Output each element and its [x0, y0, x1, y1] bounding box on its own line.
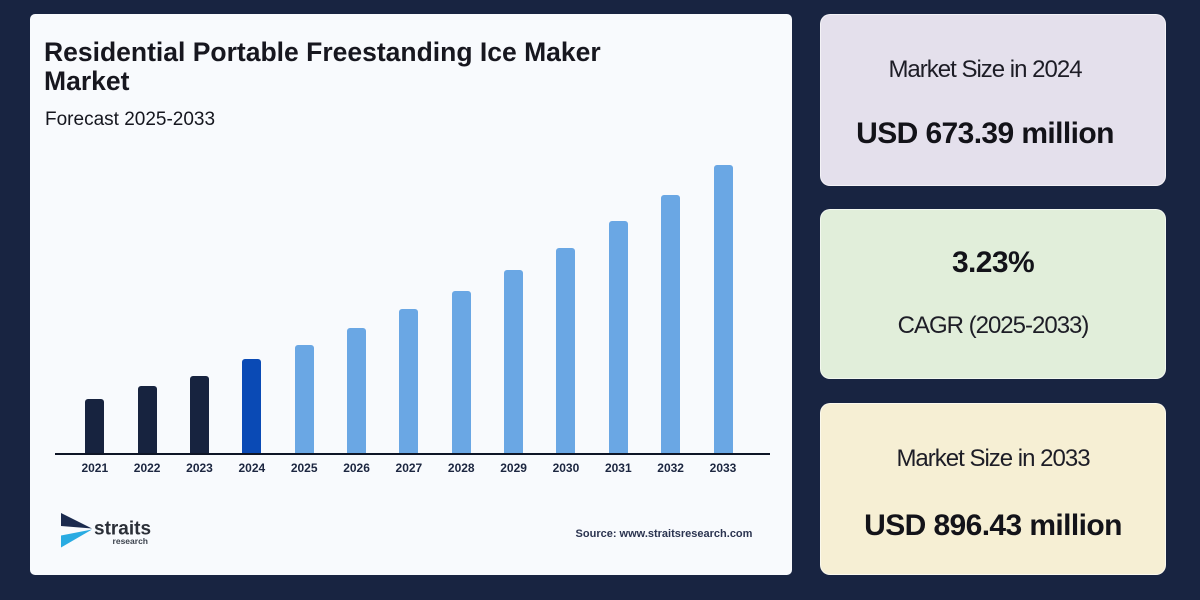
svg-text:research: research: [113, 536, 148, 546]
svg-text:straits: straits: [94, 519, 151, 540]
